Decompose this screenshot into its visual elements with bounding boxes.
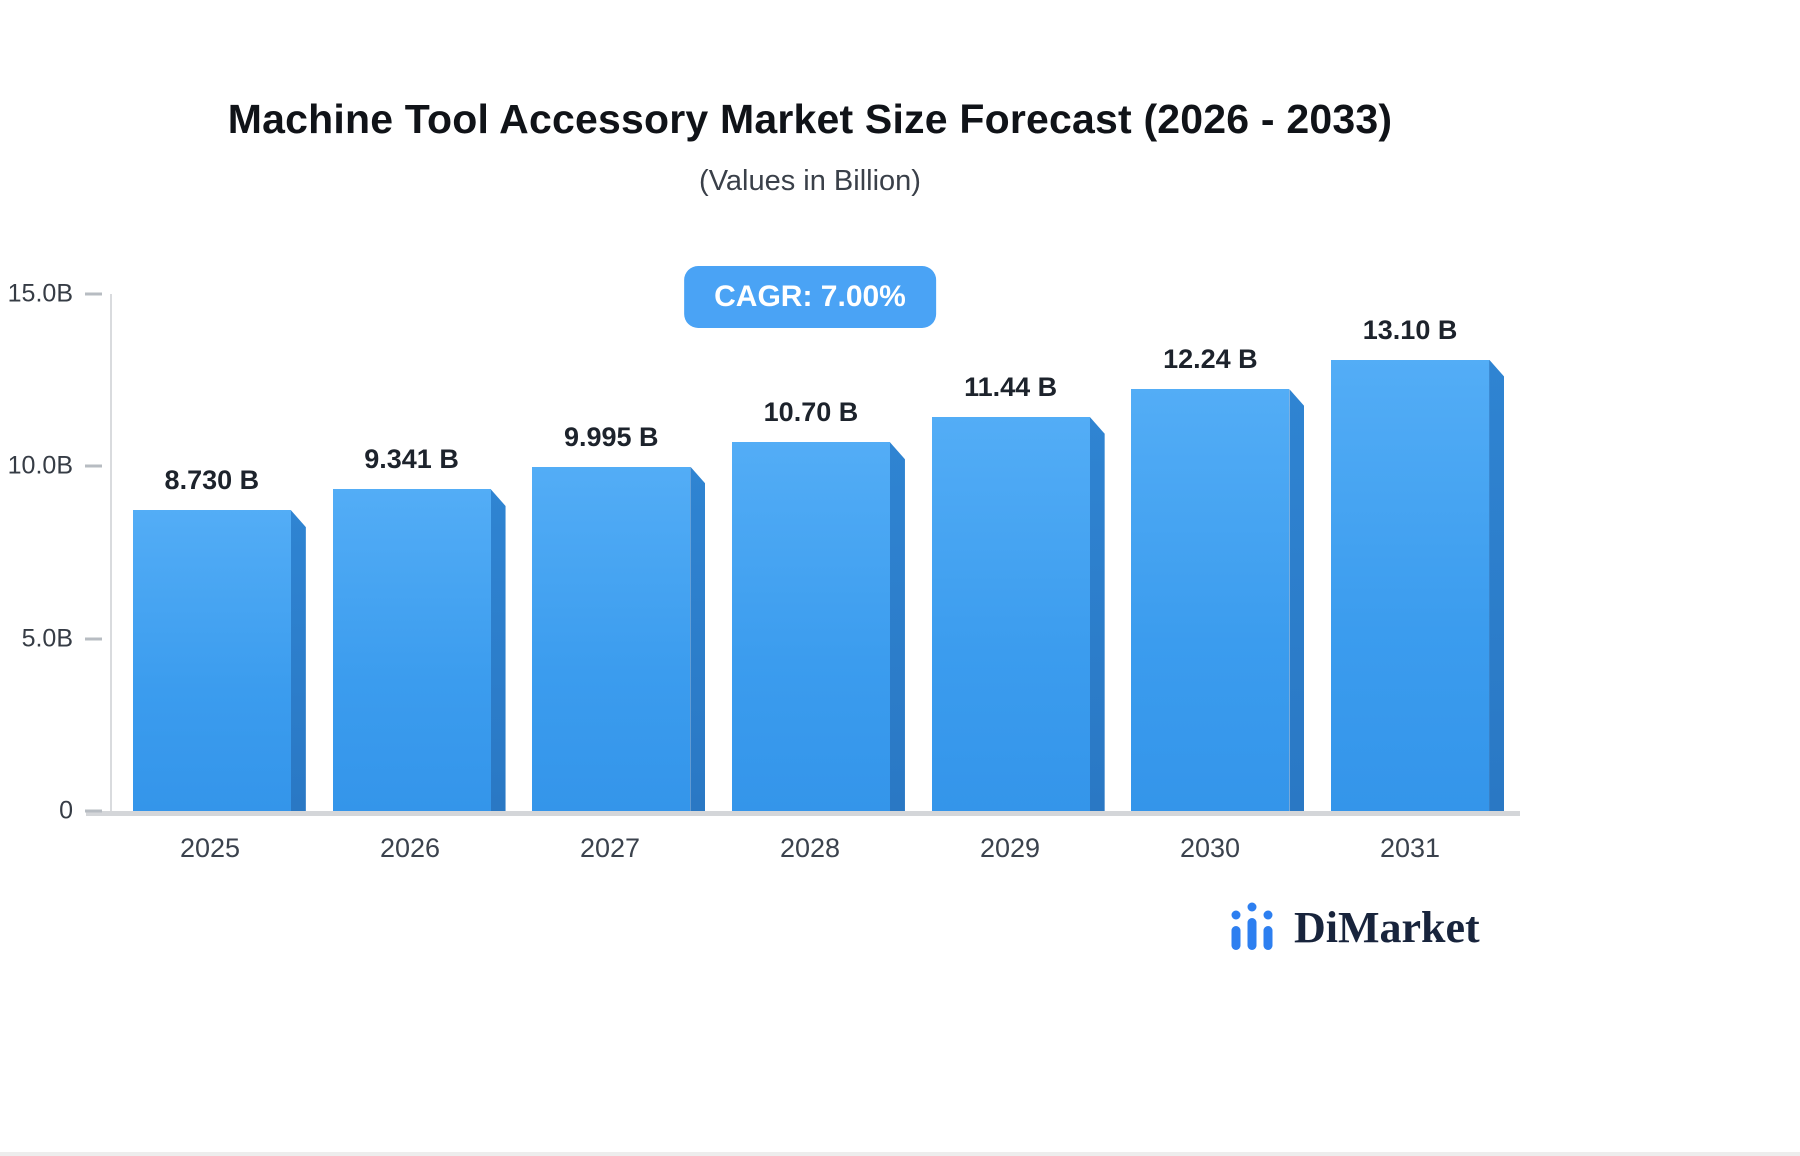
bar [1331, 359, 1490, 811]
bar-group: 9.341 B [324, 444, 499, 811]
bar [132, 510, 291, 811]
brand-name: DiMarket [1294, 903, 1480, 952]
x-axis-label: 2025 [179, 833, 241, 863]
bar [731, 442, 890, 811]
chart-title: Machine Tool Accessory Market Size Forec… [227, 96, 1393, 142]
bar-value-label: 12.24 B [1163, 344, 1258, 375]
bar-value-label: 9.995 B [563, 421, 659, 452]
x-axis-label: 2031 [1379, 833, 1441, 863]
chart-subtitle: (Values in Billion) [699, 165, 921, 197]
bar-value-label: 13.10 B [1362, 314, 1458, 345]
y-axis-tick-label: 10.0B [7, 451, 73, 480]
x-axis-label: 2029 [979, 833, 1041, 863]
bar [931, 416, 1090, 811]
chart-area: CAGR: 7.00% 0 5.0B 10.0B 15.0B 8.730 B 9.341… [8, 266, 1520, 864]
bar-group: 11.44 B [923, 372, 1098, 811]
y-axis-tick-label: 5.0B [21, 624, 73, 653]
bar-value-label: 8.730 B [164, 465, 260, 496]
bar-value-label: 9.341 B [364, 444, 459, 475]
cagr-badge: CAGR: 7.00% [684, 266, 936, 328]
y-axis-tick-label: 15.0B [7, 279, 73, 308]
y-axis-tick: 10.0B [8, 452, 102, 481]
bar-group: 9.995 B [524, 422, 699, 811]
bar-chart-icon [1231, 902, 1273, 950]
bar-series: 8.730 B 9.341 B 9.995 B 10.70 B 11.44 B 12.24… [112, 294, 1510, 811]
bar [332, 489, 491, 811]
y-axis-tick-mark [85, 292, 102, 296]
y-axis-tick-mark [85, 637, 102, 641]
x-axis-label: 2030 [1179, 833, 1241, 863]
y-axis-tick-mark [85, 464, 102, 468]
x-axis-label: 2026 [379, 833, 441, 863]
x-axis-line [86, 811, 1520, 816]
y-axis-tick-mark [85, 809, 102, 813]
chart-header: Machine Tool Accessory Market Size Forec… [110, 0, 1510, 198]
bar-value-label: 11.44 B [964, 371, 1058, 402]
bar-group: 8.730 B [124, 465, 299, 811]
bar-group: 13.10 B [1323, 314, 1498, 811]
y-axis: 0 5.0B 10.0B 15.0B [8, 280, 1510, 825]
bar-value-label: 10.70 B [763, 397, 859, 428]
brand-logo: DiMarket [1228, 902, 1480, 950]
y-axis-tick: 5.0B [22, 624, 102, 653]
y-axis-tick: 0 [59, 797, 102, 826]
bar [532, 466, 691, 811]
y-axis-tick-label: 0 [59, 796, 73, 825]
bar-group: 10.70 B [723, 397, 898, 811]
x-axis-label: 2027 [579, 833, 641, 863]
bar [1131, 389, 1290, 811]
y-axis-tick: 15.0B [8, 280, 102, 309]
plot-area: 0 5.0B 10.0B 15.0B 8.730 B 9.341 B 9.995 B 10.… [8, 280, 1520, 825]
bar-group: 12.24 B [1123, 344, 1298, 811]
x-axis-labels: 2025 2026 2027 2028 2029 2030 2031 [110, 833, 1510, 864]
x-axis-label: 2028 [779, 833, 841, 863]
